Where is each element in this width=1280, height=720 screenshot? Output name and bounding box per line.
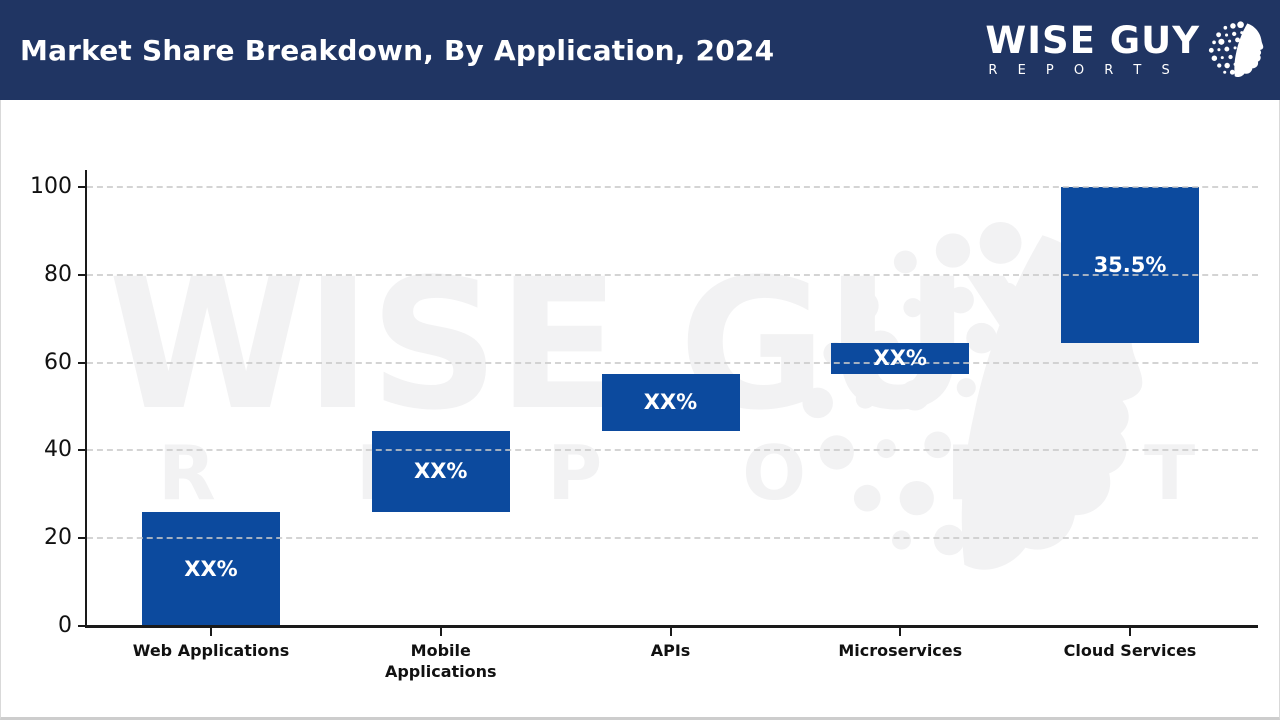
y-axis-line — [85, 170, 87, 627]
x-tick-mark — [210, 627, 212, 636]
bar — [831, 342, 970, 374]
y-tick-label: 80 — [44, 261, 72, 287]
gridline — [87, 449, 1258, 452]
bar-value-label: 35.5% — [1093, 252, 1167, 277]
logo-wordmark: WISE GUY R E P O R T S — [985, 19, 1200, 79]
y-tick-mark — [78, 186, 86, 188]
x-tick-mark — [439, 627, 442, 636]
bar-value-label: XX% — [184, 556, 238, 581]
x-axis-category-label: Microservices — [838, 641, 963, 660]
gridline — [87, 537, 1258, 540]
x-tick-mark — [1129, 627, 1131, 636]
y-tick-label: 0 — [58, 613, 72, 638]
bar — [601, 373, 740, 431]
x-axis-category-label: Cloud Services — [1063, 641, 1197, 660]
x-tick-mark — [669, 627, 672, 636]
y-tick-mark — [78, 449, 86, 452]
y-tick-label: 60 — [44, 349, 72, 375]
logo-wordmark-bottom: R E P O R T S — [988, 63, 1178, 78]
x-axis-category-label: Mobile Applications — [384, 641, 497, 681]
logo-wordmark-top: WISE GUY — [985, 19, 1200, 62]
y-tick-label: 20 — [44, 525, 72, 551]
x-axis-line — [85, 625, 1258, 628]
bar-value-label: XX% — [643, 390, 698, 415]
header: Market Share Breakdown, By Application, … — [0, 0, 1280, 100]
logo-head-icon — [1204, 7, 1268, 93]
y-tick-mark — [78, 625, 86, 627]
bar-value-label: XX% — [414, 459, 468, 484]
bar — [371, 430, 510, 512]
bar — [142, 511, 280, 626]
gridline — [87, 361, 1258, 364]
y-tick-mark — [78, 273, 86, 276]
bar — [1061, 187, 1199, 343]
x-axis-category-label: Web Applications — [132, 641, 290, 660]
y-tick-label: 100 — [30, 174, 72, 199]
bar-value-label: XX% — [873, 346, 927, 371]
wiseguy-logo: WISE GUY R E P O R T S — [985, 0, 1268, 100]
x-tick-mark — [899, 627, 902, 636]
y-tick-mark — [78, 361, 86, 364]
y-tick-label: 40 — [44, 437, 72, 463]
y-tick-mark — [78, 537, 86, 540]
gridline — [87, 186, 1258, 188]
chart-title: Market Share Breakdown, By Application, … — [20, 33, 775, 67]
x-axis-category-label: APIs — [650, 641, 691, 660]
gridline — [87, 273, 1258, 276]
